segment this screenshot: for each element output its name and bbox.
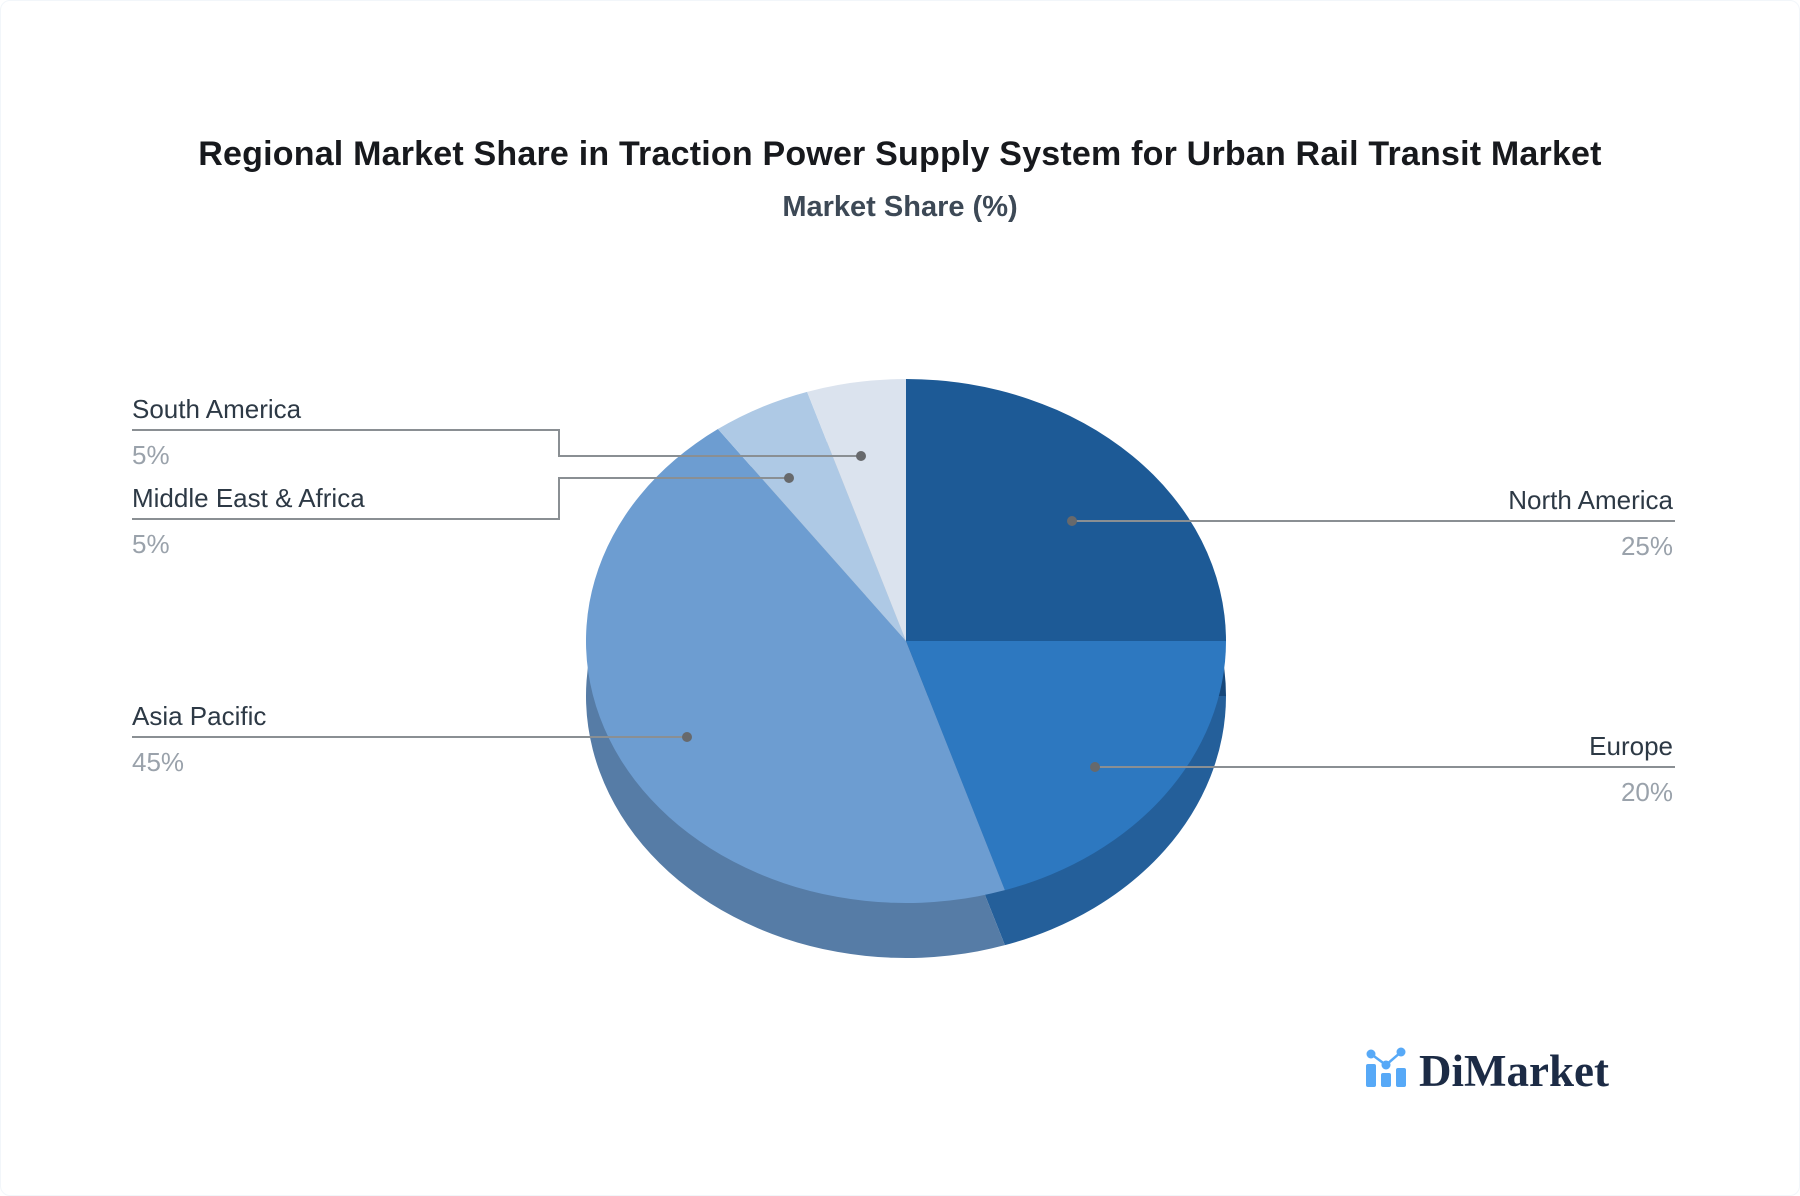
bar-line-chart-logo-icon — [1366, 1047, 1406, 1087]
chart-subtitle: Market Share (%) — [782, 191, 1018, 223]
slice-value-north-america: 25% — [1620, 531, 1673, 561]
pie-slice-asia-pacific[interactable] — [585, 429, 1005, 904]
leader-dot-europe — [1090, 762, 1100, 772]
pie-slice-south-america[interactable] — [807, 379, 906, 641]
pie-slice-north-america[interactable] — [906, 379, 1226, 641]
leader-dot-middle-east-and-africa — [784, 473, 794, 483]
leader-lines — [132, 429, 1675, 772]
slice-label-middle-east-and-africa-box: Middle East & Africa — [132, 481, 365, 520]
slice-value-asia-pacific: 45% — [132, 747, 185, 777]
slice-label-asia-pacific: Asia Pacific — [132, 701, 267, 731]
logo-text: DiMarket — [1419, 1046, 1609, 1096]
slice-label-south-america: South America — [132, 394, 302, 424]
slice-value-south-america-box: 5% — [132, 438, 170, 477]
slice-label-europe: Europe — [1589, 731, 1673, 761]
slice-label-north-america: North America — [1508, 485, 1673, 515]
leader-dot-south-america — [856, 451, 866, 461]
pie-slice-europe[interactable] — [906, 641, 1226, 891]
slice-value-europe: 20% — [1620, 777, 1673, 807]
slice-value-europe-box: 20% — [1621, 775, 1673, 814]
slice-label-north-america-box: North America — [1508, 483, 1673, 522]
leader-line-south-america — [132, 429, 861, 457]
slice-value-middle-east-and-africa: 5% — [132, 529, 170, 559]
slice-value-north-america-box: 25% — [1621, 529, 1673, 568]
leader-line-middle-east-and-africa — [132, 477, 789, 520]
slice-label-middle-east-and-africa: Middle East & Africa — [132, 483, 365, 513]
slice-value-asia-pacific-box: 45% — [132, 745, 184, 784]
pie-slice-middle-east-and-africa[interactable] — [717, 391, 906, 641]
dimarket-logo: DiMarket — [1357, 1039, 1609, 1095]
slice-label-south-america-box: South America — [132, 392, 301, 431]
slice-label-asia-pacific-box: Asia Pacific — [132, 699, 266, 738]
pie-slices — [585, 379, 1226, 904]
chart-title: Regional Market Share in Traction Power … — [198, 135, 1602, 173]
slice-label-europe-box: Europe — [1589, 729, 1673, 768]
slice-value-middle-east-and-africa-box: 5% — [132, 527, 170, 566]
slice-value-south-america: 5% — [132, 440, 170, 470]
leader-dot-asia-pacific — [682, 732, 692, 742]
leader-dot-north-america — [1067, 516, 1077, 526]
